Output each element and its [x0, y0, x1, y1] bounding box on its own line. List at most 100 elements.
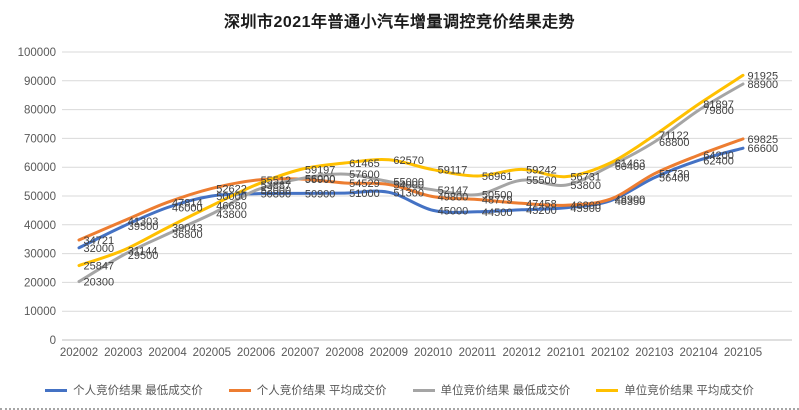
chart-title: 深圳市2021年普通小汽车增量调控竞价结果走势: [223, 14, 576, 31]
data-label: 36800: [172, 229, 203, 241]
y-tick-label: 100000: [18, 47, 56, 59]
data-label: 48900: [615, 194, 646, 206]
x-tick-label: 202010: [414, 347, 452, 359]
legend-label: 单位竞价结果 平均成交价: [624, 385, 754, 397]
data-label: 91925: [748, 70, 779, 82]
x-tick-label: 202105: [724, 347, 762, 359]
x-tick-label: 202103: [635, 347, 673, 359]
legend-item-2[interactable]: 单位竞价结果 最低成交价: [412, 382, 570, 398]
data-label: 55900: [305, 174, 336, 186]
data-label: 45900: [570, 203, 601, 215]
legend-item-1[interactable]: 个人竞价结果 平均成交价: [228, 382, 387, 398]
data-label: 59242: [526, 164, 557, 176]
data-label: 54000: [393, 179, 424, 191]
data-label: 52147: [438, 185, 469, 197]
data-label: 48779: [482, 195, 513, 207]
data-label: 68800: [659, 137, 690, 149]
x-tick-label: 202011: [459, 347, 497, 359]
data-label: 46800: [570, 200, 601, 212]
data-label: 69825: [748, 134, 779, 146]
data-label: 57600: [349, 169, 380, 181]
x-tick-label: 202104: [680, 347, 719, 359]
x-tick-label: 202006: [237, 347, 275, 359]
data-label: 71122: [659, 130, 689, 142]
chart-legend: 个人竞价结果 最低成交价 个人竞价结果 平均成交价 单位竞价结果 最低成交价 单位竞价…: [0, 382, 799, 398]
data-label: 56961: [482, 171, 513, 183]
data-label: 59117: [438, 165, 468, 177]
data-label: 52000: [261, 185, 292, 197]
data-label: 41303: [128, 216, 159, 228]
data-label: 56000: [305, 174, 336, 186]
x-tick-label: 202005: [193, 347, 231, 359]
legend-line-marker: [596, 388, 619, 392]
y-tick-label: 30000: [24, 249, 56, 261]
y-tick-label: 60000: [24, 162, 56, 174]
data-label: 47814: [172, 197, 203, 209]
data-label: 39043: [172, 223, 203, 235]
data-label: 50800: [261, 189, 292, 201]
data-label: 51300: [393, 187, 424, 199]
x-tick-label: 202012: [502, 347, 540, 359]
data-label: 53800: [570, 180, 601, 192]
x-axis-labels: 202002 202003 202004 202005 202006 202007 2020…: [60, 347, 762, 359]
y-tick-label: 0: [50, 335, 56, 347]
y-tick-label: 40000: [24, 220, 56, 232]
series-line-2: [77, 82, 745, 284]
legend-item-0[interactable]: 个人竞价结果 最低成交价: [45, 382, 203, 398]
data-label: 61463: [615, 158, 646, 170]
y-tick-label: 80000: [24, 105, 56, 117]
y-tick-label: 70000: [24, 133, 56, 145]
x-tick-label: 202101: [547, 347, 585, 359]
legend-line-marker: [412, 388, 435, 392]
data-label: 81897: [703, 99, 734, 111]
legend-label: 个人竞价结果 最低成交价: [73, 385, 203, 397]
y-tick-label: 50000: [24, 191, 56, 203]
series-line-3: [77, 73, 745, 268]
data-labels: 32000 39500 46000 50000 50800 50900 51000 51300…: [84, 70, 779, 288]
data-label: 79800: [703, 105, 734, 117]
data-label: 88900: [748, 79, 779, 91]
legend-line-marker: [45, 388, 68, 392]
data-label: 29500: [128, 250, 159, 262]
data-label: 55000: [393, 177, 424, 189]
data-label: 51000: [349, 188, 380, 200]
data-label: 43800: [216, 209, 247, 221]
data-label: 46680: [216, 201, 247, 213]
data-label: 47458: [526, 198, 557, 210]
data-label: 59197: [305, 165, 336, 177]
data-label: 62400: [703, 155, 734, 167]
x-tick-label: 202007: [281, 347, 319, 359]
data-label: 48350: [615, 196, 646, 208]
x-tick-label: 202003: [104, 347, 142, 359]
y-tick-label: 10000: [24, 306, 56, 318]
data-label: 31144: [128, 245, 158, 257]
data-label: 55500: [526, 175, 557, 187]
legend-item-3[interactable]: 单位竞价结果 平均成交价: [596, 382, 754, 398]
data-label: 50000: [216, 191, 247, 203]
data-label: 52622: [216, 183, 247, 195]
data-label: 25847: [84, 261, 115, 273]
series-line-0: [77, 146, 745, 250]
data-label: 49800: [438, 192, 469, 204]
data-label: 62570: [393, 155, 424, 167]
data-label: 44500: [482, 207, 513, 219]
data-label: 57730: [659, 169, 690, 181]
y-tick-label: 20000: [24, 277, 56, 289]
legend-label: 个人竞价结果 平均成交价: [256, 385, 387, 397]
y-axis-labels: 0 10000 20000 30000 40000 50000 60000 70000 8000…: [18, 47, 56, 347]
data-label: 61465: [349, 158, 380, 170]
data-label: 20300: [84, 277, 115, 289]
data-label: 50500: [482, 190, 513, 202]
data-label: 46000: [172, 203, 203, 215]
data-label: 55512: [261, 175, 292, 187]
data-label: 39500: [128, 221, 159, 233]
data-label: 50900: [305, 188, 336, 200]
data-label: 53887: [261, 180, 292, 192]
data-label: 45000: [438, 205, 469, 217]
data-label: 32000: [84, 243, 115, 255]
data-label: 60400: [615, 161, 646, 173]
x-tick-label: 202002: [60, 347, 98, 359]
data-label: 56731: [570, 172, 601, 184]
